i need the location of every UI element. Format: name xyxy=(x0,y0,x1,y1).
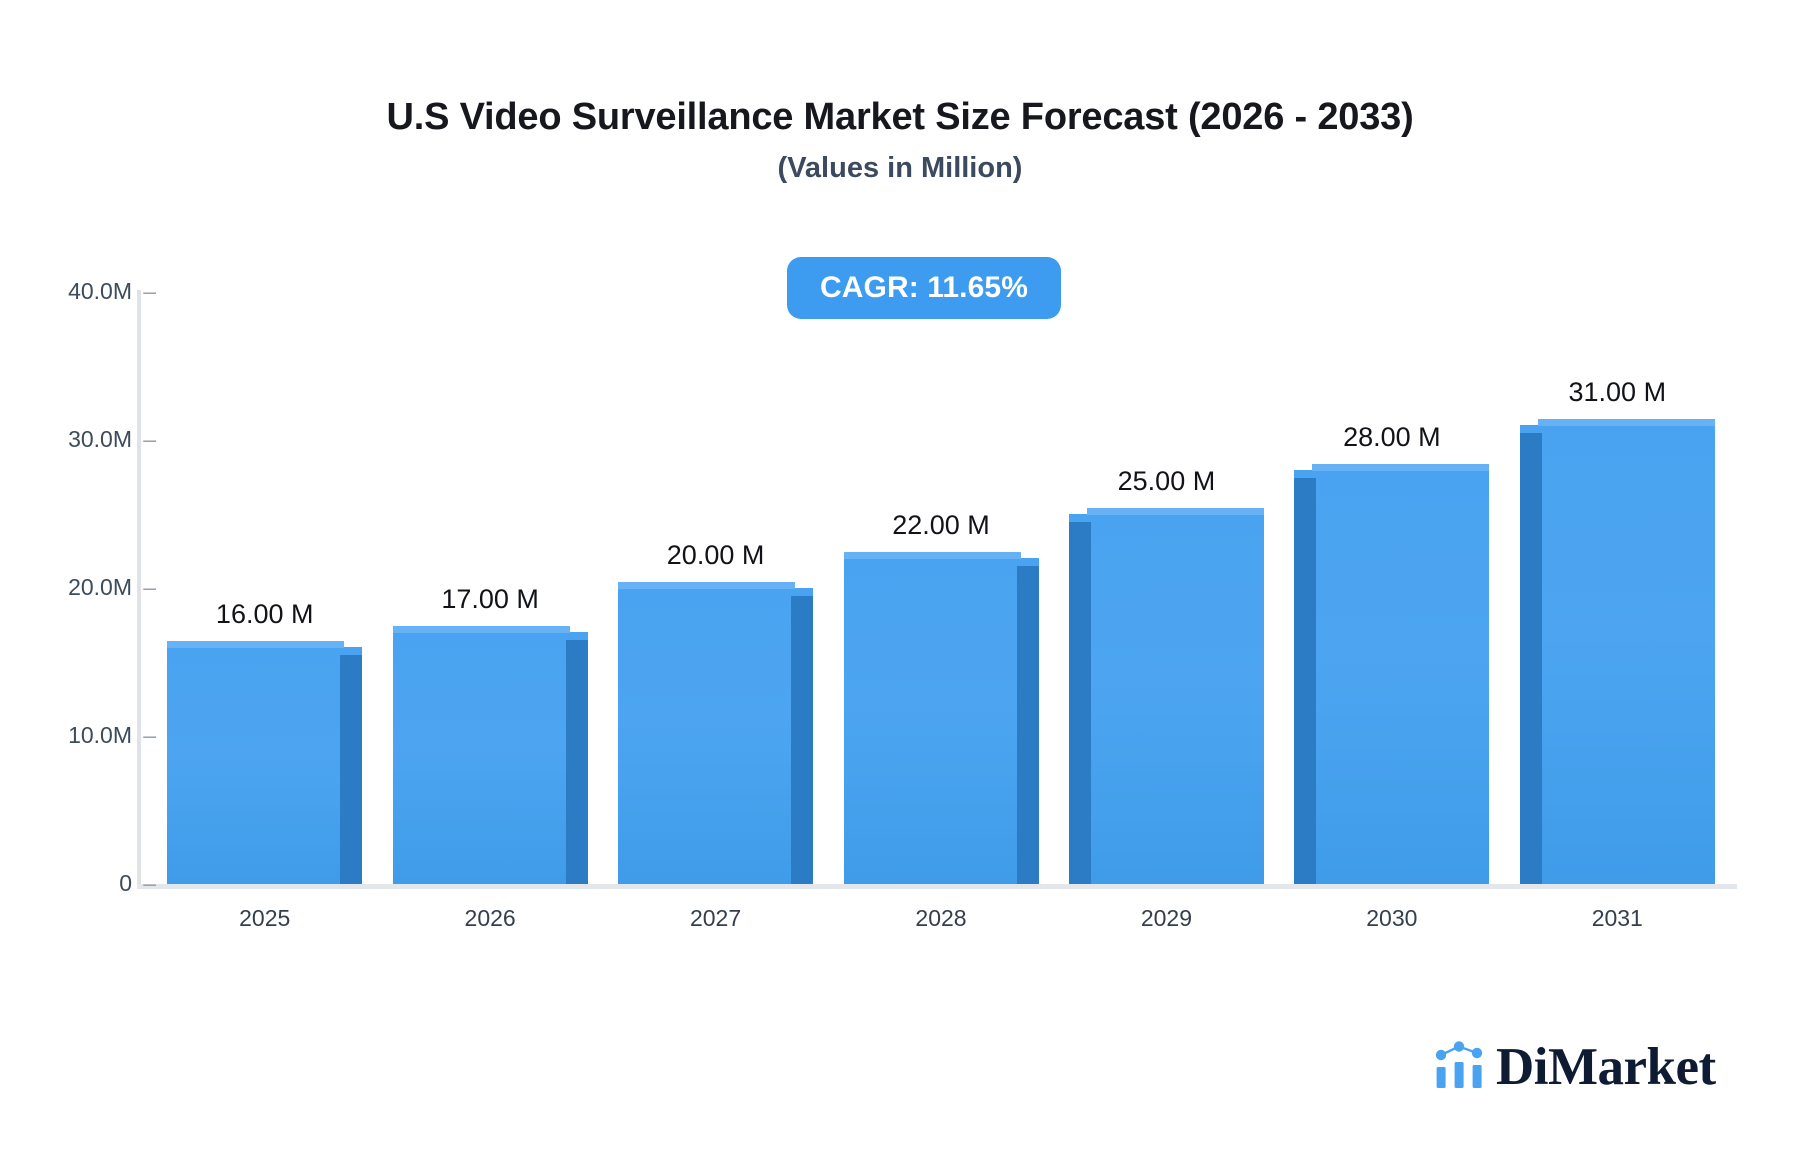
y-axis-tick-mark: – xyxy=(143,278,156,304)
bar-column[interactable]: 17.00 M xyxy=(392,584,588,884)
bar-side-face xyxy=(1016,566,1039,884)
bar-value-label: 31.00 M xyxy=(1568,377,1667,408)
y-axis-tick-mark: – xyxy=(143,574,156,600)
y-axis-tick-mark: – xyxy=(143,722,156,748)
bar-value-label: 20.00 M xyxy=(666,540,765,570)
page-title: U.S Video Surveillance Market Size Forec… xyxy=(386,96,1414,138)
dimarket-logo: DiMarket xyxy=(1434,1040,1716,1095)
y-axis-tick-mark: – xyxy=(143,870,156,896)
bar-side-face xyxy=(565,640,588,884)
bar-column[interactable]: 25.00 M xyxy=(1068,466,1264,884)
bar-top-face xyxy=(1537,419,1715,427)
x-axis-tick-label: 2026 xyxy=(464,905,516,931)
bar-side-face xyxy=(791,596,814,884)
y-axis-tick: 0– xyxy=(0,870,156,897)
bar-column[interactable]: 20.00 M xyxy=(618,540,814,884)
bar-column[interactable]: 31.00 M xyxy=(1519,377,1715,884)
bar-chart-icon xyxy=(1434,1040,1486,1095)
bar-column[interactable]: 22.00 M xyxy=(843,510,1039,884)
bar-value-label: 17.00 M xyxy=(441,584,539,615)
bar-top-face xyxy=(618,582,796,589)
bar-side-face xyxy=(340,655,363,884)
bar-side-face xyxy=(1068,522,1091,884)
cagr-badge-label: CAGR: 11.65% xyxy=(820,271,1028,304)
bar-body[interactable] xyxy=(843,558,1039,884)
x-axis-tick-label: 2027 xyxy=(689,905,742,931)
y-axis-tick-label: 0 xyxy=(119,870,132,896)
bar-body[interactable] xyxy=(1294,469,1490,884)
bar-value-label: 28.00 M xyxy=(1343,421,1441,452)
y-axis-tick-mark: – xyxy=(143,426,156,452)
y-axis-tick: 40.0M – xyxy=(0,278,156,305)
logo-text: DiMarket xyxy=(1496,1038,1716,1096)
bar-value-label: 22.00 M xyxy=(892,510,990,541)
bar-value-label: 16.00 M xyxy=(215,599,314,630)
y-axis-tick: 30.0M – xyxy=(0,426,156,453)
bar-body[interactable] xyxy=(167,647,363,884)
bar-top-face xyxy=(392,626,570,634)
bar-body[interactable] xyxy=(618,588,814,884)
y-axis-tick-label: 20.0M xyxy=(68,574,132,600)
y-axis-tick-label: 40.0M xyxy=(68,278,132,304)
bar-column[interactable]: 28.00 M xyxy=(1294,421,1490,884)
bar-value-label: 25.00 M xyxy=(1117,466,1216,496)
y-axis-line xyxy=(137,290,141,888)
cagr-badge: CAGR: 11.65% xyxy=(787,257,1061,319)
x-axis-tick-label: 2028 xyxy=(915,905,967,931)
y-axis-tick: 20.0M – xyxy=(0,574,156,601)
x-axis-tick-label: 2030 xyxy=(1366,905,1418,931)
bar-body[interactable] xyxy=(1519,425,1715,884)
bar-body[interactable] xyxy=(392,632,588,884)
y-axis-tick-label: 30.0M xyxy=(68,426,132,452)
bar-side-face xyxy=(1294,477,1317,884)
bar-top-face xyxy=(167,641,345,649)
bar-body[interactable] xyxy=(1068,514,1264,884)
bar-side-face xyxy=(1519,433,1542,884)
chart-subtitle: (Values in Million) xyxy=(777,151,1023,184)
bar-column[interactable]: 16.00 M xyxy=(167,599,363,884)
y-axis-tick: 10.0M – xyxy=(0,722,156,749)
bar-top-face xyxy=(1312,463,1490,471)
bar-top-face xyxy=(1086,508,1264,515)
bar-top-face xyxy=(843,552,1021,560)
y-axis-tick-label: 10.0M xyxy=(68,722,132,748)
x-axis-tick-label: 2029 xyxy=(1140,905,1192,931)
title-block: U.S Video Surveillance Market Size Forec… xyxy=(0,96,1800,185)
x-axis-tick-label: 2031 xyxy=(1591,905,1643,931)
x-axis-tick-label: 2025 xyxy=(239,905,291,931)
x-axis-line xyxy=(137,884,1737,889)
